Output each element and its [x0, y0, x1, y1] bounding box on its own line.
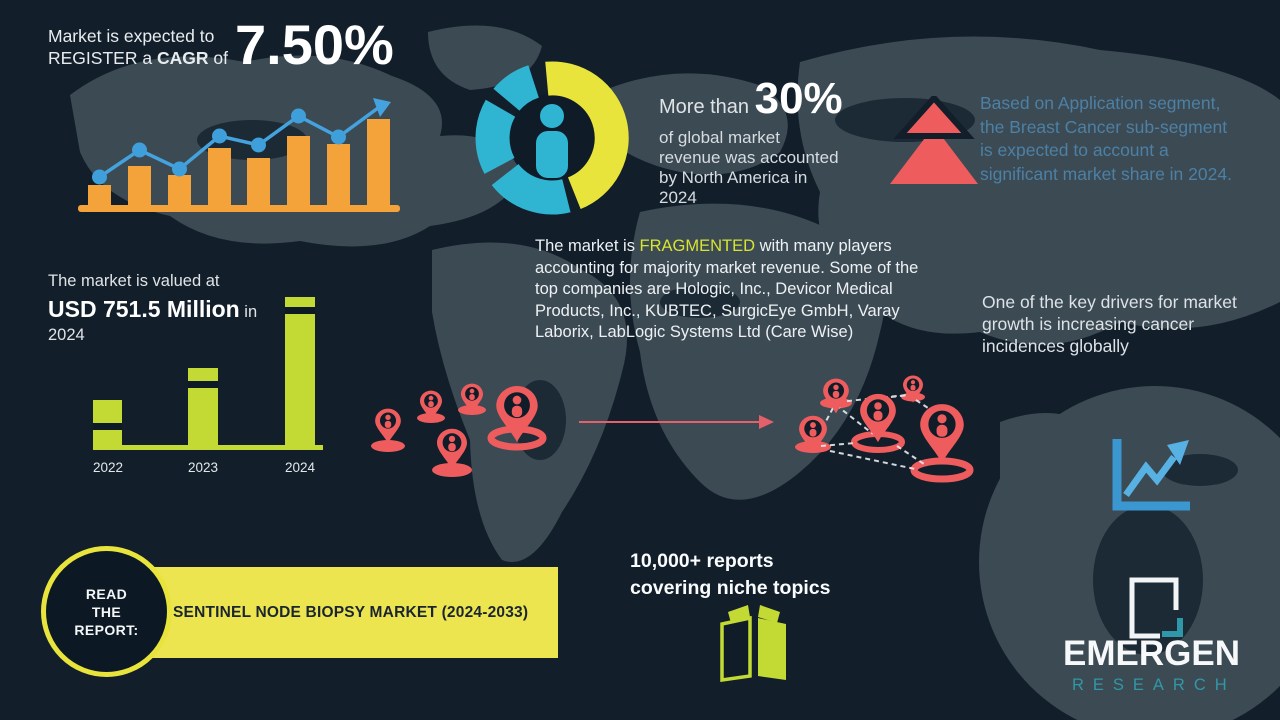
brand-name: EMERGEN [1063, 634, 1240, 673]
fragmented-paragraph: The market is FRAGMENTED with many playe… [535, 237, 919, 341]
market-value-year: 2024 [48, 326, 85, 344]
application-segment-text: Based on Application segment, the Breast… [980, 93, 1232, 184]
year-label: 2024 [284, 460, 316, 475]
market-value-intro: The market is valued at [48, 272, 220, 290]
market-value-chart: 2022 2023 2024 [85, 295, 365, 475]
book-icon [720, 605, 786, 682]
cagr-intro-text: Market is expected to REGISTER a CAGR of [48, 26, 228, 68]
trend-chart-icon [1112, 439, 1190, 511]
location-pin-icon [375, 408, 401, 444]
key-driver-text: One of the key drivers for market growth… [982, 292, 1237, 356]
green-bar-2022 [93, 400, 122, 445]
orange-bar [287, 136, 310, 205]
stat-value: 30% [754, 74, 843, 123]
location-pin-icon [920, 404, 964, 463]
read-report-button[interactable]: READ THE REPORT: [41, 546, 172, 677]
person-icon [536, 104, 568, 178]
orange-bar [367, 119, 390, 205]
green-bar-2023 [188, 368, 218, 445]
stat-body: of global market revenue was accounted b… [659, 128, 839, 207]
cagr-value: 7.50% [235, 13, 394, 76]
fragmented-highlight: FRAGMENTED [639, 237, 756, 255]
arrow-up-icon [373, 98, 391, 117]
orange-bar [128, 166, 151, 205]
brand-subtitle: RESEARCH [1072, 676, 1236, 694]
double-up-arrow-icon [890, 96, 978, 184]
chart-axis [93, 445, 323, 450]
market-value-amount: USD 751.5 Million [48, 296, 240, 322]
orange-bar [208, 148, 231, 205]
year-label: 2023 [187, 460, 219, 475]
north-america-stat: More than 30% of global market revenue w… [659, 74, 869, 208]
emergen-logo-icon [1129, 577, 1183, 639]
orange-bar [327, 144, 350, 205]
location-pins-cluster [371, 383, 547, 477]
report-title[interactable]: SENTINEL NODE BIOPSY MARKET (2024-2033) [173, 603, 529, 621]
report-banner[interactable]: SENTINEL NODE BIOPSY MARKET (2024-2033) [105, 567, 558, 658]
orange-bar [247, 158, 270, 205]
arrow-right-icon [579, 415, 774, 429]
green-bar-2024 [285, 297, 315, 445]
market-value-block: The market is valued at USD 751.5 Millio… [48, 272, 258, 344]
location-pin-icon [823, 378, 849, 414]
orange-bar [88, 185, 111, 205]
donut-chart [475, 61, 629, 215]
cagr-trend-chart [78, 98, 400, 212]
location-pin-icon [437, 428, 467, 470]
orange-bar [168, 175, 191, 205]
stat-prefix: More than [659, 96, 755, 118]
network-pins-cluster [795, 375, 974, 483]
trend-line-overlay [92, 98, 391, 185]
reports-count-text: 10,000+ reports covering niche topics [630, 550, 831, 599]
chart-axis [78, 205, 400, 212]
year-label: 2022 [92, 460, 124, 475]
